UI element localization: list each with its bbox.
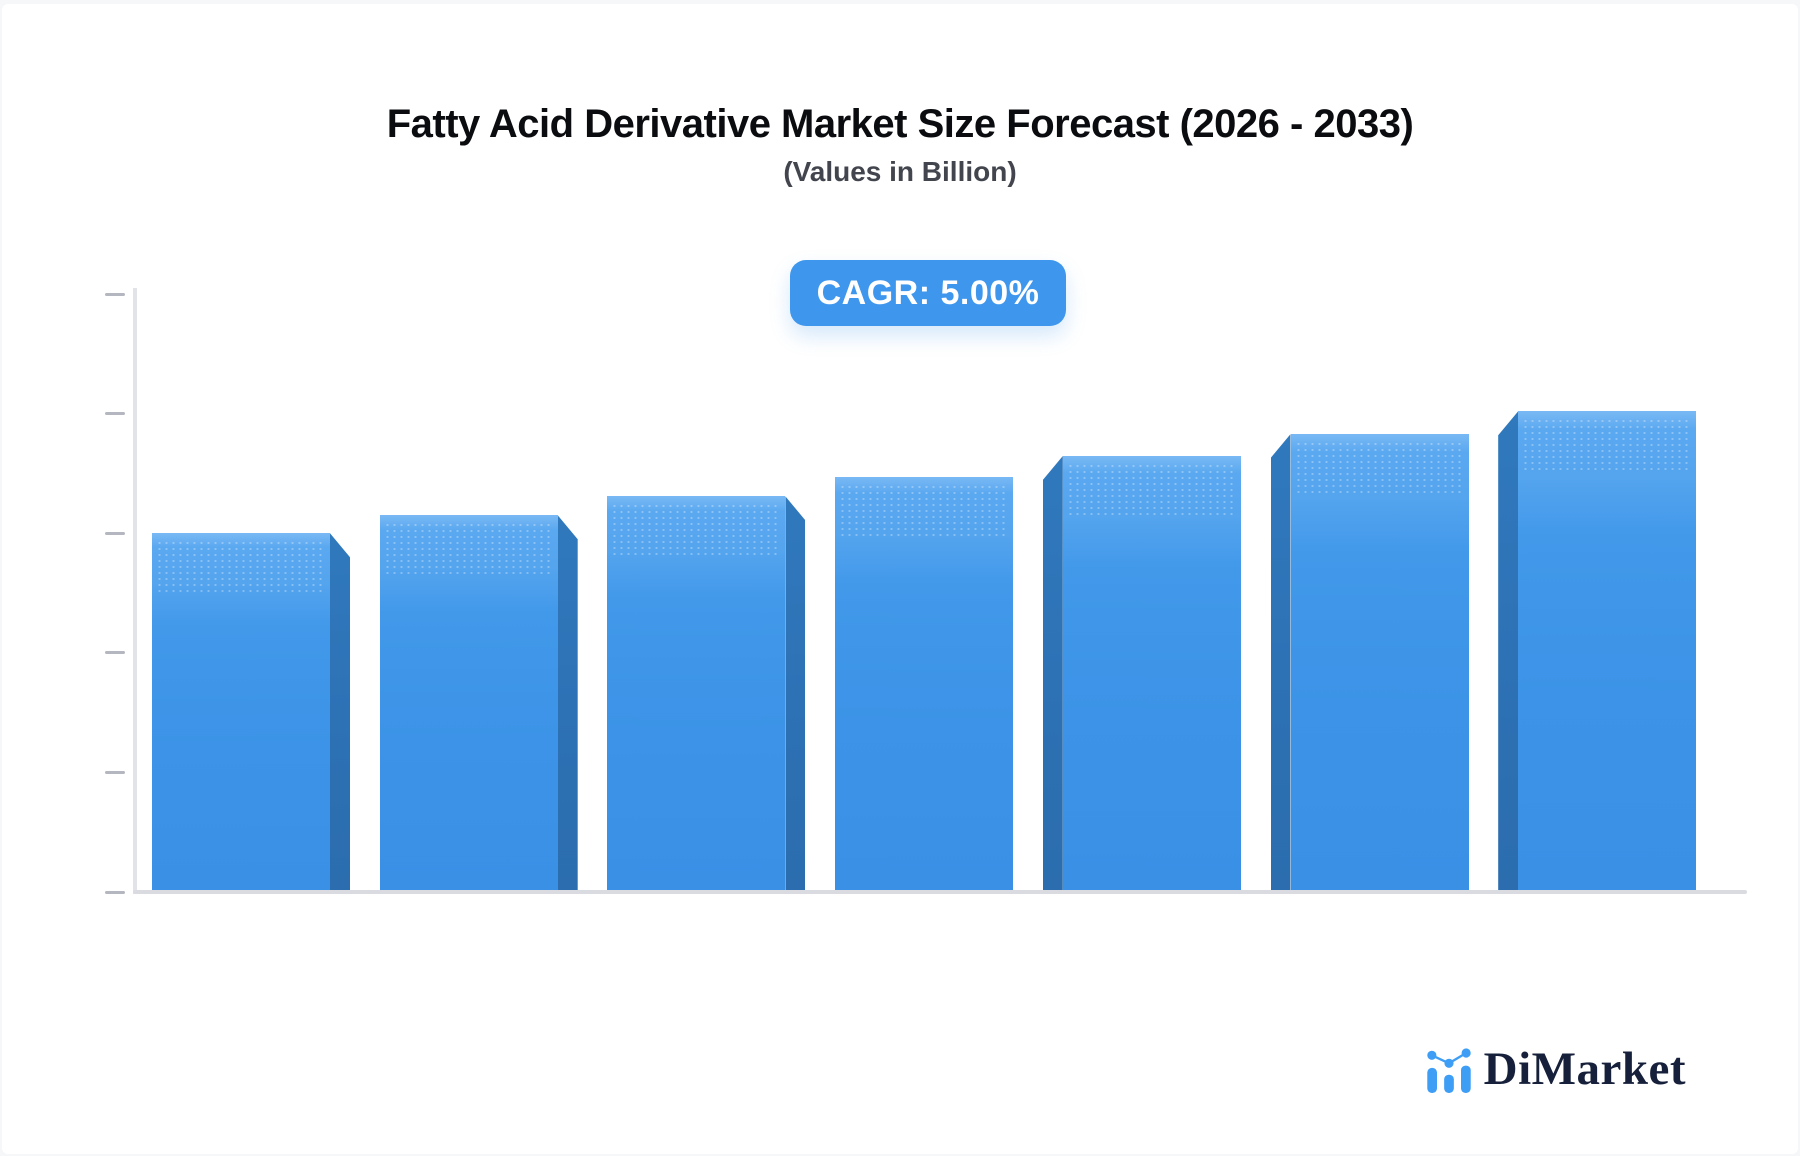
brand-logo-text: DiMarket: [1483, 1043, 1686, 1095]
chart-subtitle: (Values in Billion): [783, 156, 1017, 187]
bar-2025: [152, 533, 330, 892]
bar-2029: [1062, 455, 1241, 892]
y-axis-tick: [105, 412, 125, 416]
bar-2028: [835, 476, 1014, 892]
bar-side-2027: [785, 496, 806, 892]
bar-2030: [1290, 434, 1469, 892]
bar-2031: [1518, 411, 1697, 892]
y-axis-tick: [105, 292, 125, 296]
bar-side-2029: [1042, 455, 1063, 892]
chart-title: Fatty Acid Derivative Market Size Foreca…: [386, 102, 1414, 146]
brand-logo: DiMarket: [1426, 1042, 1686, 1096]
x-axis-line: [133, 890, 1747, 894]
bar-side-2031: [1498, 411, 1519, 892]
y-axis-tick: [105, 531, 125, 535]
y-axis-line: [133, 288, 137, 894]
cagr-badge: CAGR: 5.00%: [790, 260, 1066, 326]
y-axis-tick: [105, 770, 125, 774]
bar-2027: [607, 496, 786, 892]
mini-bar-chart-icon: [1426, 1048, 1471, 1093]
bar-side-2026: [557, 515, 578, 892]
y-axis-tick: [105, 890, 125, 894]
bar-2026: [379, 515, 558, 892]
cagr-badge-label: CAGR: 5.00%: [816, 273, 1040, 312]
bar-side-2025: [330, 533, 350, 892]
y-axis-tick: [105, 651, 125, 655]
bar-side-2030: [1270, 434, 1291, 892]
chart-card: Fatty Acid Derivative Market Size Foreca…: [2, 4, 1798, 1154]
